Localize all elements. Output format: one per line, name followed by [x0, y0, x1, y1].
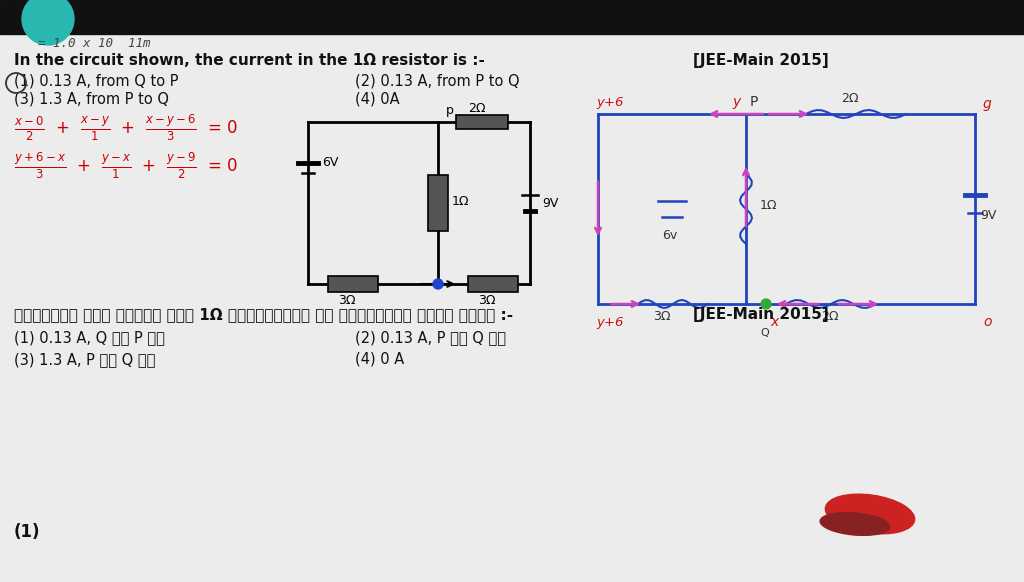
Text: 6V: 6V: [322, 157, 338, 169]
Text: 2Ω: 2Ω: [468, 102, 485, 115]
Text: y: y: [732, 95, 740, 109]
Text: 2Ω: 2Ω: [821, 310, 839, 323]
Text: $\frac{x-0}{2}$  +  $\frac{x-y}{1}$  +  $\frac{x-y-6}{3}$  = 0: $\frac{x-0}{2}$ + $\frac{x-y}{1}$ + $\fr…: [14, 112, 239, 143]
Text: [JEE-Main 2015]: [JEE-Main 2015]: [693, 53, 828, 68]
Text: [JEE-Main 2015]: [JEE-Main 2015]: [693, 307, 828, 322]
Text: (4) 0A: (4) 0A: [355, 92, 399, 107]
Text: x: x: [770, 315, 778, 329]
Text: 9V: 9V: [542, 197, 558, 210]
Text: (2) 0.13 A, from P to Q: (2) 0.13 A, from P to Q: [355, 73, 519, 88]
Text: 6v: 6v: [662, 229, 677, 242]
Text: (2) 0.13 A, P से Q की: (2) 0.13 A, P से Q की: [355, 330, 506, 345]
Text: y+6: y+6: [596, 316, 624, 329]
Text: Q: Q: [760, 328, 769, 338]
Text: In the circuit shown, the current in the 1Ω resistor is :-: In the circuit shown, the current in the…: [14, 53, 485, 68]
Circle shape: [433, 279, 443, 289]
Bar: [328, 276, 378, 292]
Circle shape: [22, 0, 74, 45]
Text: दर्शाये गये परिपथ में 1Ω प्रतिरोधक से प्रवाहित धारा होगी :-: दर्शाये गये परिपथ में 1Ω प्रतिरोधक से प्…: [14, 307, 513, 322]
Bar: [428, 175, 449, 231]
Text: P: P: [750, 95, 759, 109]
Circle shape: [761, 299, 771, 309]
Text: 9V: 9V: [980, 209, 996, 222]
Text: g: g: [983, 97, 992, 111]
Text: 1Ω: 1Ω: [760, 199, 777, 212]
Text: (4) 0 A: (4) 0 A: [355, 352, 404, 367]
Text: (1) 0.13 A, from Q to P: (1) 0.13 A, from Q to P: [14, 73, 178, 88]
Bar: [468, 276, 518, 292]
Text: 3Ω: 3Ω: [478, 294, 496, 307]
Text: (3) 1.3 A, P से Q को: (3) 1.3 A, P से Q को: [14, 352, 156, 367]
Text: (3) 1.3 A, from P to Q: (3) 1.3 A, from P to Q: [14, 92, 169, 107]
Text: = 1.0 x 10  11m: = 1.0 x 10 11m: [38, 37, 151, 50]
Text: $\frac{y+6-x}{3}$  +  $\frac{y-x}{1}$  +  $\frac{y-9}{2}$  = 0: $\frac{y+6-x}{3}$ + $\frac{y-x}{1}$ + $\…: [14, 151, 239, 181]
Bar: [0, 0, 1024, 34]
Text: y+6: y+6: [596, 96, 624, 109]
Text: (1) 0.13 A, Q से P को: (1) 0.13 A, Q से P को: [14, 330, 165, 345]
Text: 3Ω: 3Ω: [653, 310, 671, 323]
Text: (1): (1): [14, 523, 41, 541]
Ellipse shape: [820, 513, 890, 535]
Text: 3Ω: 3Ω: [338, 294, 355, 307]
Text: p: p: [446, 104, 454, 117]
Text: 2Ω: 2Ω: [841, 92, 858, 105]
Text: o: o: [983, 315, 991, 329]
Ellipse shape: [825, 494, 914, 534]
Text: 1Ω: 1Ω: [452, 195, 469, 208]
Bar: [456, 115, 508, 129]
